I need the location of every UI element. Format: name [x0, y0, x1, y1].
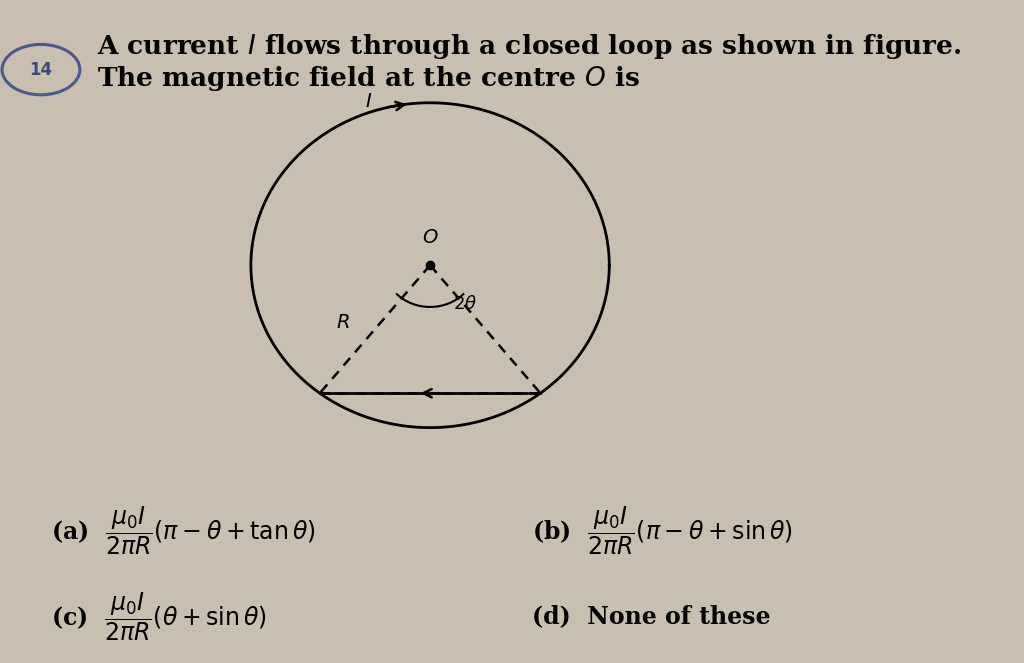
Text: (b)  $\dfrac{\mu_0 I}{2\pi R}(\pi-\theta+\sin\theta)$: (b) $\dfrac{\mu_0 I}{2\pi R}(\pi-\theta+…	[532, 504, 794, 557]
Text: The magnetic field at the centre $O$ is: The magnetic field at the centre $O$ is	[97, 64, 640, 93]
Text: $R$: $R$	[336, 314, 349, 332]
Text: (d)  None of these: (d) None of these	[532, 605, 771, 629]
Text: $2\theta$: $2\theta$	[453, 295, 477, 313]
Text: (a)  $\dfrac{\mu_0 I}{2\pi R}(\pi-\theta+\tan\theta)$: (a) $\dfrac{\mu_0 I}{2\pi R}(\pi-\theta+…	[51, 504, 316, 557]
Text: A current $I$ flows through a closed loop as shown in figure.: A current $I$ flows through a closed loo…	[97, 32, 962, 61]
Text: 14: 14	[30, 60, 52, 79]
Text: (c)  $\dfrac{\mu_0 I}{2\pi R}(\theta+\sin\theta)$: (c) $\dfrac{\mu_0 I}{2\pi R}(\theta+\sin…	[51, 590, 267, 643]
Text: $O$: $O$	[422, 229, 438, 247]
Text: $I$: $I$	[365, 93, 372, 111]
